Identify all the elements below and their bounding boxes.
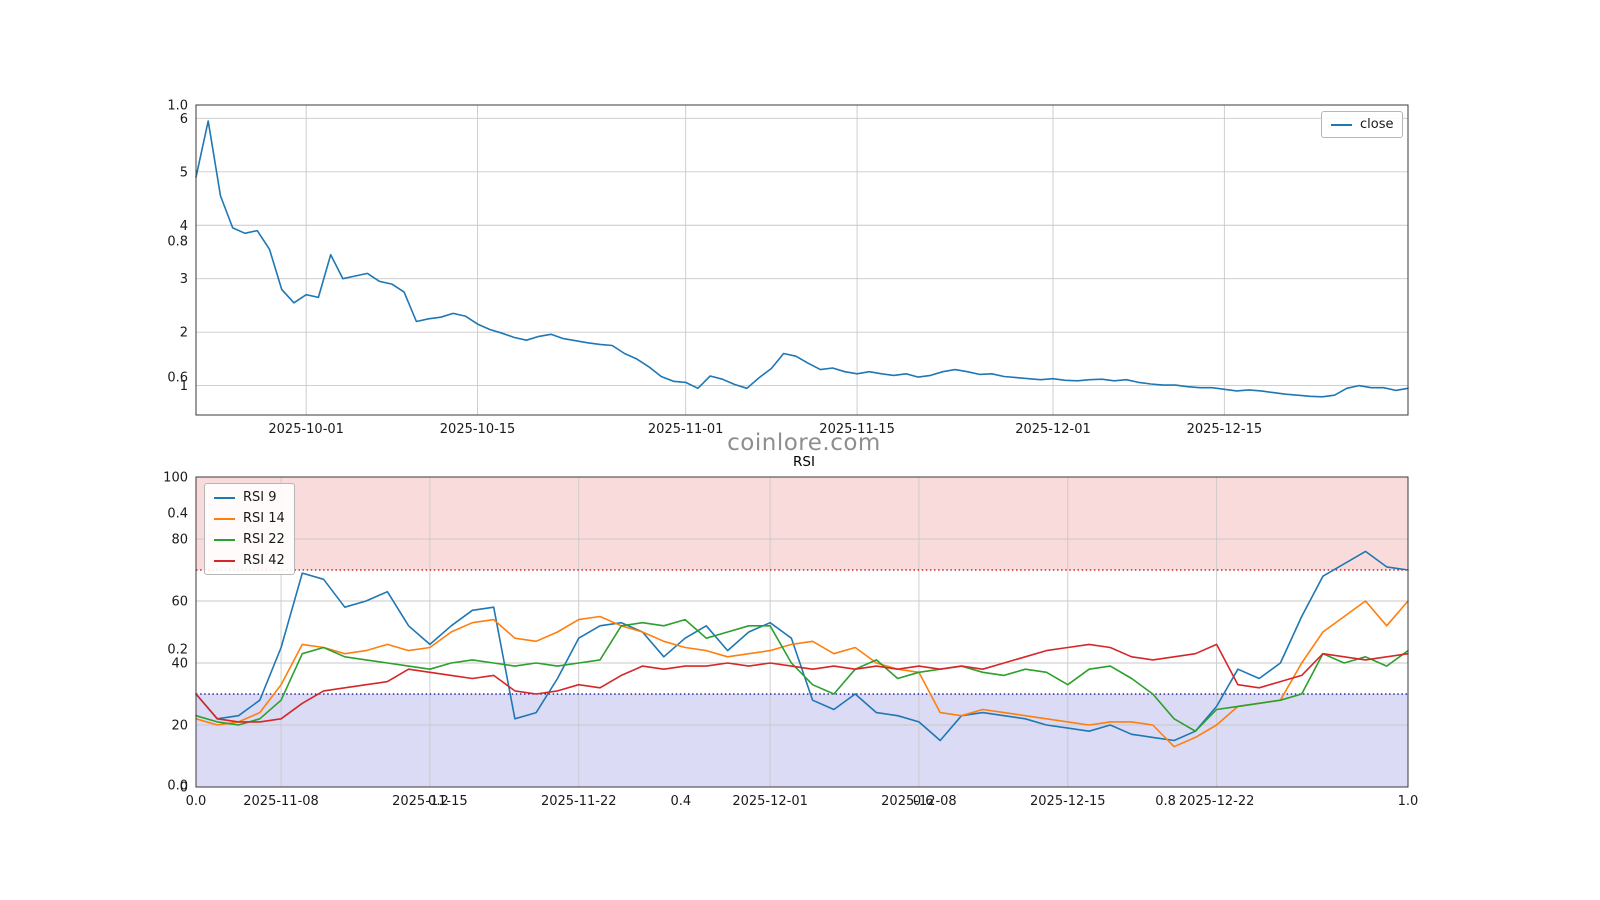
close-legend-line-sample bbox=[1331, 123, 1352, 126]
series-line-rsi-9 bbox=[195, 550, 1409, 742]
rsi22-legend-label: RSI 22 bbox=[243, 532, 285, 547]
rsi-legend-entry: RSI 14 bbox=[214, 511, 285, 526]
overlay-y-tick-label: 0.4 bbox=[167, 507, 188, 522]
watermark: coinlore.com bbox=[727, 430, 881, 456]
rsi14-legend-line-sample bbox=[214, 517, 235, 520]
rsi-x-tick-label: 2025-11-08 bbox=[243, 794, 319, 809]
overlay-y-tick-label: 0.0 bbox=[167, 779, 188, 794]
close-legend-label: close bbox=[1360, 117, 1394, 132]
rsi-y-tick-label: 60 bbox=[171, 595, 188, 610]
overlay-x-tick-label: 0.0 bbox=[186, 794, 207, 809]
rsi-y-tick-label: 40 bbox=[171, 657, 188, 672]
rsi22-legend-line-sample bbox=[214, 538, 235, 541]
series-line-close bbox=[195, 120, 1409, 398]
rsi-y-tick-label: 80 bbox=[171, 533, 188, 548]
price-x-tick-label: 2025-12-01 bbox=[1015, 422, 1091, 437]
price-panel-border bbox=[195, 104, 1409, 416]
rsi-y-tick-label: 100 bbox=[163, 471, 188, 486]
rsi-x-tick-label: 2025-12-08 bbox=[881, 794, 957, 809]
rsi-y-tick-label: 20 bbox=[171, 719, 188, 734]
rsi-legend-entry: RSI 9 bbox=[214, 490, 285, 505]
overlay-y-tick-label: 0.6 bbox=[167, 371, 188, 386]
rsi-y-tick-label: 0 bbox=[180, 781, 188, 796]
rsi-panel-title: RSI bbox=[793, 454, 815, 470]
close-legend: close bbox=[1321, 111, 1404, 138]
rsi-x-tick-label: 2025-11-22 bbox=[541, 794, 617, 809]
overlay-y-tick-label: 0.2 bbox=[167, 643, 188, 658]
rsi-panel-border bbox=[195, 476, 1409, 788]
rsi-legend-entry: RSI 22 bbox=[214, 532, 285, 547]
rsi9-legend-label: RSI 9 bbox=[243, 490, 277, 505]
rsi-x-tick-label: 2025-11-15 bbox=[392, 794, 468, 809]
oversold-band bbox=[196, 694, 1408, 787]
price-y-tick-label: 5 bbox=[180, 165, 188, 180]
price-x-tick-label: 2025-11-15 bbox=[819, 422, 895, 437]
rsi14-legend-label: RSI 14 bbox=[243, 511, 285, 526]
rsi42-legend-line-sample bbox=[214, 559, 235, 562]
price-x-tick-label: 2025-10-15 bbox=[440, 422, 516, 437]
overlay-x-tick-label: 0.4 bbox=[670, 794, 691, 809]
overlay-x-tick-label: 0.2 bbox=[428, 794, 449, 809]
rsi-legend-entry: RSI 42 bbox=[214, 553, 285, 568]
price-y-tick-label: 4 bbox=[180, 219, 188, 234]
rsi-x-tick-label: 2025-12-01 bbox=[732, 794, 808, 809]
rsi-x-tick-label: 2025-12-15 bbox=[1030, 794, 1106, 809]
overlay-x-tick-label: 0.6 bbox=[913, 794, 934, 809]
price-x-tick-label: 2025-10-01 bbox=[268, 422, 344, 437]
rsi-legend: RSI 9 RSI 14 RSI 22 RSI 42 bbox=[204, 483, 295, 575]
rsi42-legend-label: RSI 42 bbox=[243, 553, 285, 568]
price-y-tick-label: 2 bbox=[180, 326, 188, 341]
overlay-y-tick-label: 1.0 bbox=[167, 99, 188, 114]
series-line-rsi-42 bbox=[195, 643, 1409, 723]
price-x-tick-label: 2025-12-15 bbox=[1187, 422, 1263, 437]
rsi-x-tick-label: 2025-12-22 bbox=[1179, 794, 1255, 809]
price-y-tick-label: 6 bbox=[180, 112, 188, 127]
price-y-tick-label: 1 bbox=[180, 379, 188, 394]
series-line-rsi-14 bbox=[195, 600, 1409, 748]
overlay-x-tick-label: 1.0 bbox=[1398, 794, 1419, 809]
series-line-rsi-22 bbox=[195, 618, 1409, 733]
overlay-x-tick-label: 0.8 bbox=[1155, 794, 1176, 809]
price-y-tick-label: 3 bbox=[180, 272, 188, 287]
rsi9-legend-line-sample bbox=[214, 496, 235, 499]
overlay-y-tick-label: 0.8 bbox=[167, 235, 188, 250]
overbought-band bbox=[196, 477, 1408, 570]
price-x-tick-label: 2025-11-01 bbox=[648, 422, 724, 437]
